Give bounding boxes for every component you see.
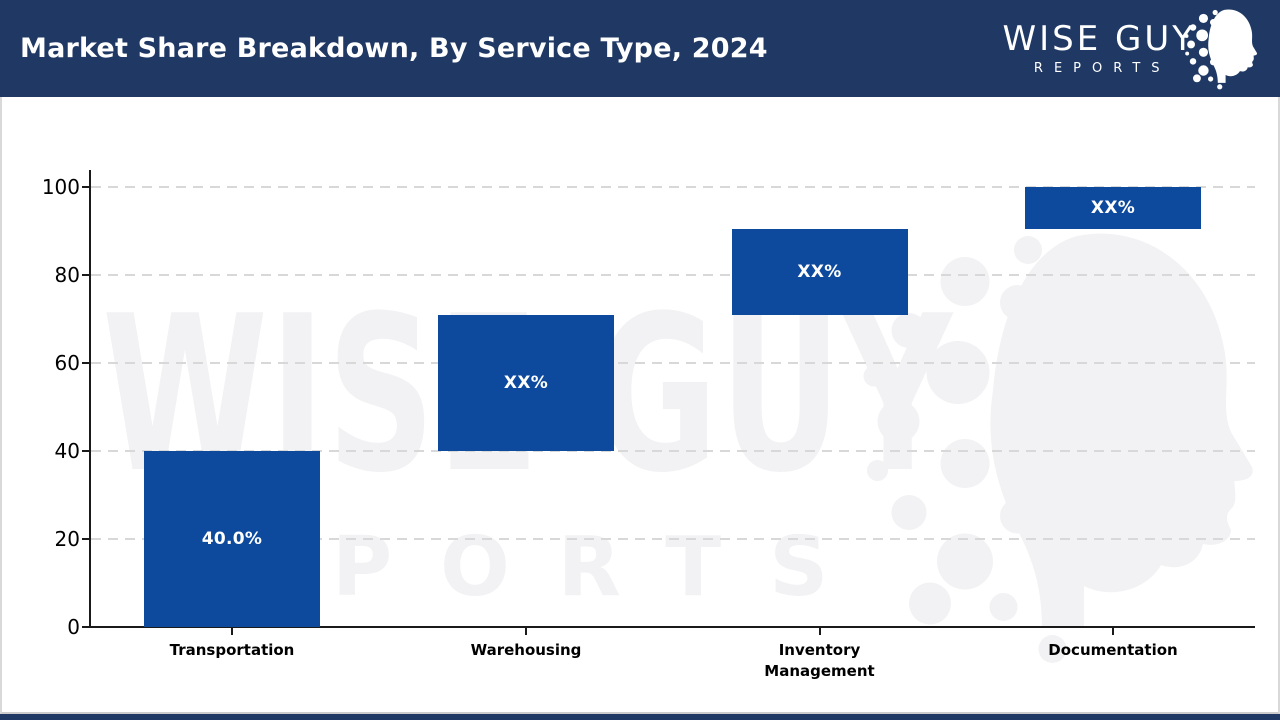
brand-face-icon (1184, 8, 1258, 89)
y-axis-tick-label: 80 (54, 263, 80, 287)
y-axis-tick-label: 40 (54, 439, 80, 463)
gridline (91, 186, 1255, 188)
page-title: Market Share Breakdown, By Service Type,… (20, 33, 768, 64)
gridline (91, 538, 1255, 540)
footer-bar (0, 714, 1280, 720)
chart-area: WISE GUY PORTS 0 20 40 60 80 100 40.0% XX% XX% XX… (0, 97, 1280, 714)
bar-value-label: XX% (797, 261, 842, 282)
x-axis-tick (1112, 628, 1114, 635)
bar-inventory-management: XX% (731, 228, 908, 315)
y-axis-tick (82, 186, 91, 188)
y-axis-tick (82, 538, 91, 540)
y-axis-tick-label: 60 (54, 351, 80, 375)
bar-warehousing: XX% (438, 314, 614, 451)
gridline (91, 274, 1255, 276)
y-axis-tick-label: 20 (54, 527, 80, 551)
bar-value-label: XX% (503, 372, 549, 393)
x-axis-line (89, 626, 1255, 628)
brand-wordmark: WISE GUY REPORTS (1002, 22, 1196, 75)
bar-transportation: 40.0% (144, 451, 320, 627)
plot: 0 20 40 60 80 100 40.0% XX% XX% XX% Transportation… (2, 97, 1278, 712)
brand-tagline: REPORTS (1033, 61, 1171, 76)
brand-logo: WISE GUY REPORTS (1002, 6, 1280, 92)
x-axis-category-label: Inventory Management (764, 641, 875, 680)
bar-documentation: XX% (1025, 187, 1201, 229)
y-axis-tick (82, 626, 91, 628)
brand-name: WISE GUY (1002, 19, 1196, 59)
gridline (91, 362, 1255, 364)
y-axis-tick-label: 0 (67, 615, 80, 639)
y-axis-tick (82, 362, 91, 364)
x-axis-tick (818, 628, 821, 635)
y-axis-line (89, 170, 91, 628)
header: Market Share Breakdown, By Service Type,… (0, 0, 1280, 97)
x-axis-category-label: Documentation (1048, 641, 1178, 659)
x-axis-category-label: Warehousing (470, 641, 582, 659)
x-axis-tick (231, 628, 233, 635)
gridline (91, 450, 1255, 452)
y-axis-tick (82, 274, 91, 276)
x-axis-tick (525, 628, 527, 635)
y-axis-tick (82, 450, 91, 452)
bar-value-label: 40.0% (201, 529, 263, 549)
bar-value-label: XX% (1090, 197, 1136, 218)
y-axis-tick-label: 100 (41, 175, 80, 199)
x-axis-category-label: Transportation (169, 641, 295, 659)
